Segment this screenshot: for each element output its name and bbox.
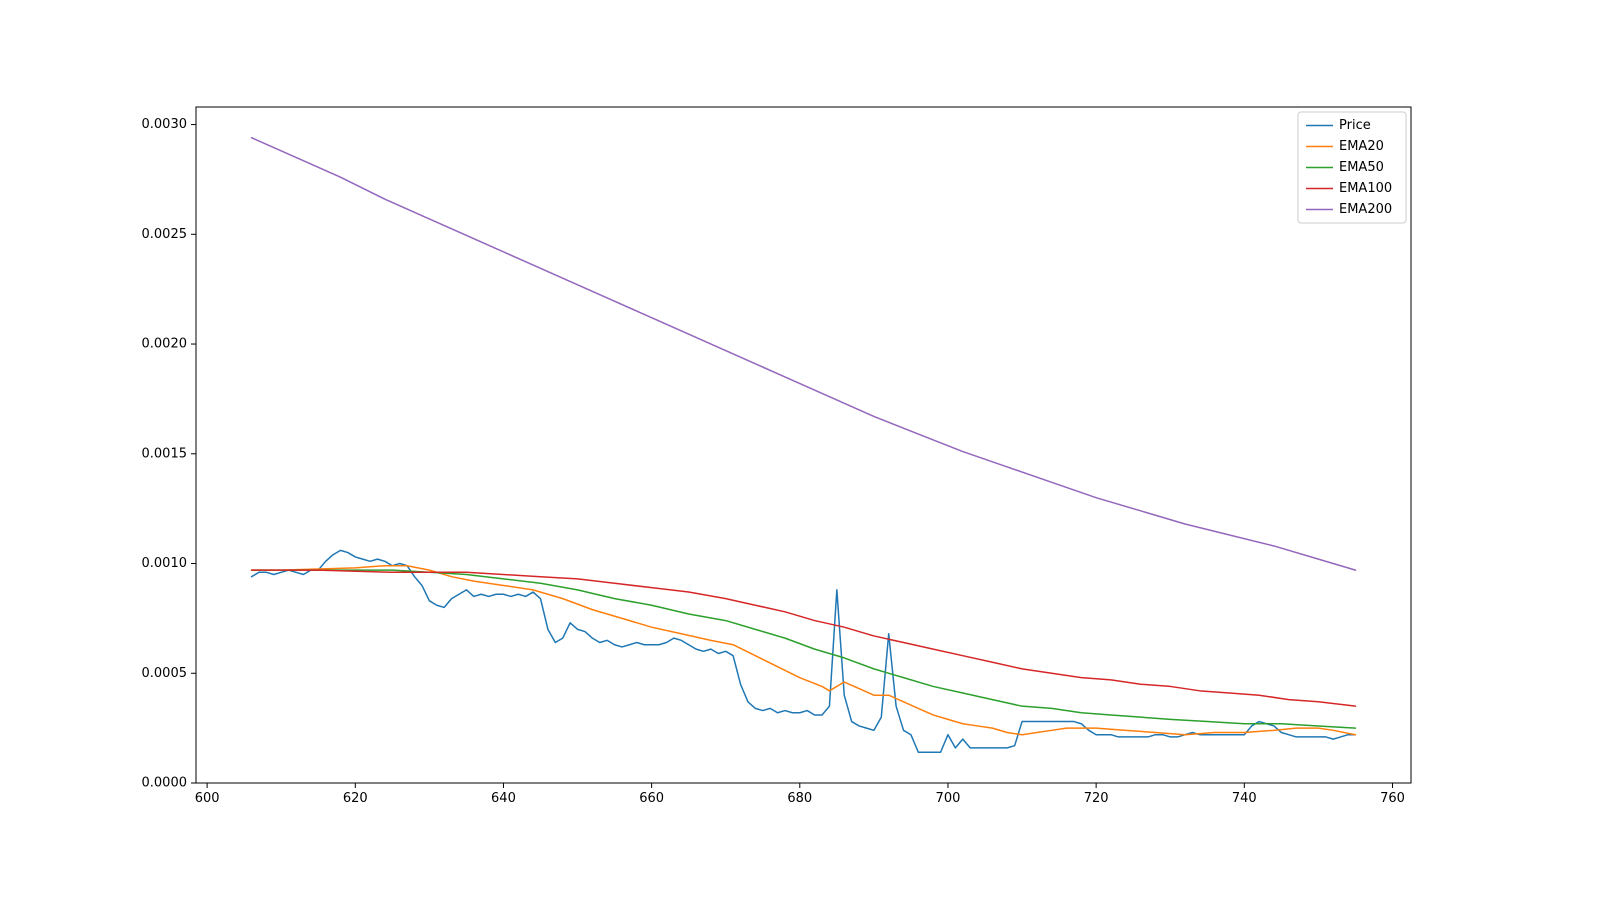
axes-spines (195, 106, 1412, 784)
x-tick-label: 740 (1232, 791, 1257, 806)
y-tick-label: 0.0000 (142, 776, 188, 791)
series-line-Price (250, 549, 1357, 754)
x-tick-label: 760 (1380, 791, 1405, 806)
series-line-EMA200 (250, 136, 1357, 571)
plot-area (250, 136, 1357, 754)
series-line-EMA100 (250, 569, 1357, 707)
legend: Price EMA20 EMA50 EMA100 EMA200 (1297, 111, 1407, 224)
x-tick-label: 620 (343, 791, 368, 806)
x-tick-label: 660 (639, 791, 664, 806)
y-tick-label: 0.0015 (142, 446, 188, 461)
x-tick-label: 640 (491, 791, 516, 806)
x-tick-label: 720 (1084, 791, 1109, 806)
y-tick-label: 0.0025 (142, 227, 188, 242)
y-tick-label: 0.0020 (142, 337, 188, 352)
legend-label-EMA20: EMA20 (1339, 139, 1384, 154)
legend-label-EMA200: EMA200 (1339, 202, 1392, 217)
legend-box (1297, 111, 1407, 224)
y-tick-label: 0.0010 (142, 556, 188, 571)
series-line-EMA50 (250, 569, 1357, 729)
x-tick-label: 600 (195, 791, 220, 806)
x-tick-label: 680 (787, 791, 812, 806)
y-tick-label: 0.0030 (142, 117, 188, 132)
y-tick-label: 0.0005 (142, 666, 188, 681)
x-tick-label: 700 (936, 791, 961, 806)
series-line-EMA20 (250, 564, 1357, 736)
legend-label-Price: Price (1339, 118, 1371, 133)
legend-label-EMA50: EMA50 (1339, 160, 1384, 175)
legend-label-EMA100: EMA100 (1339, 181, 1392, 196)
